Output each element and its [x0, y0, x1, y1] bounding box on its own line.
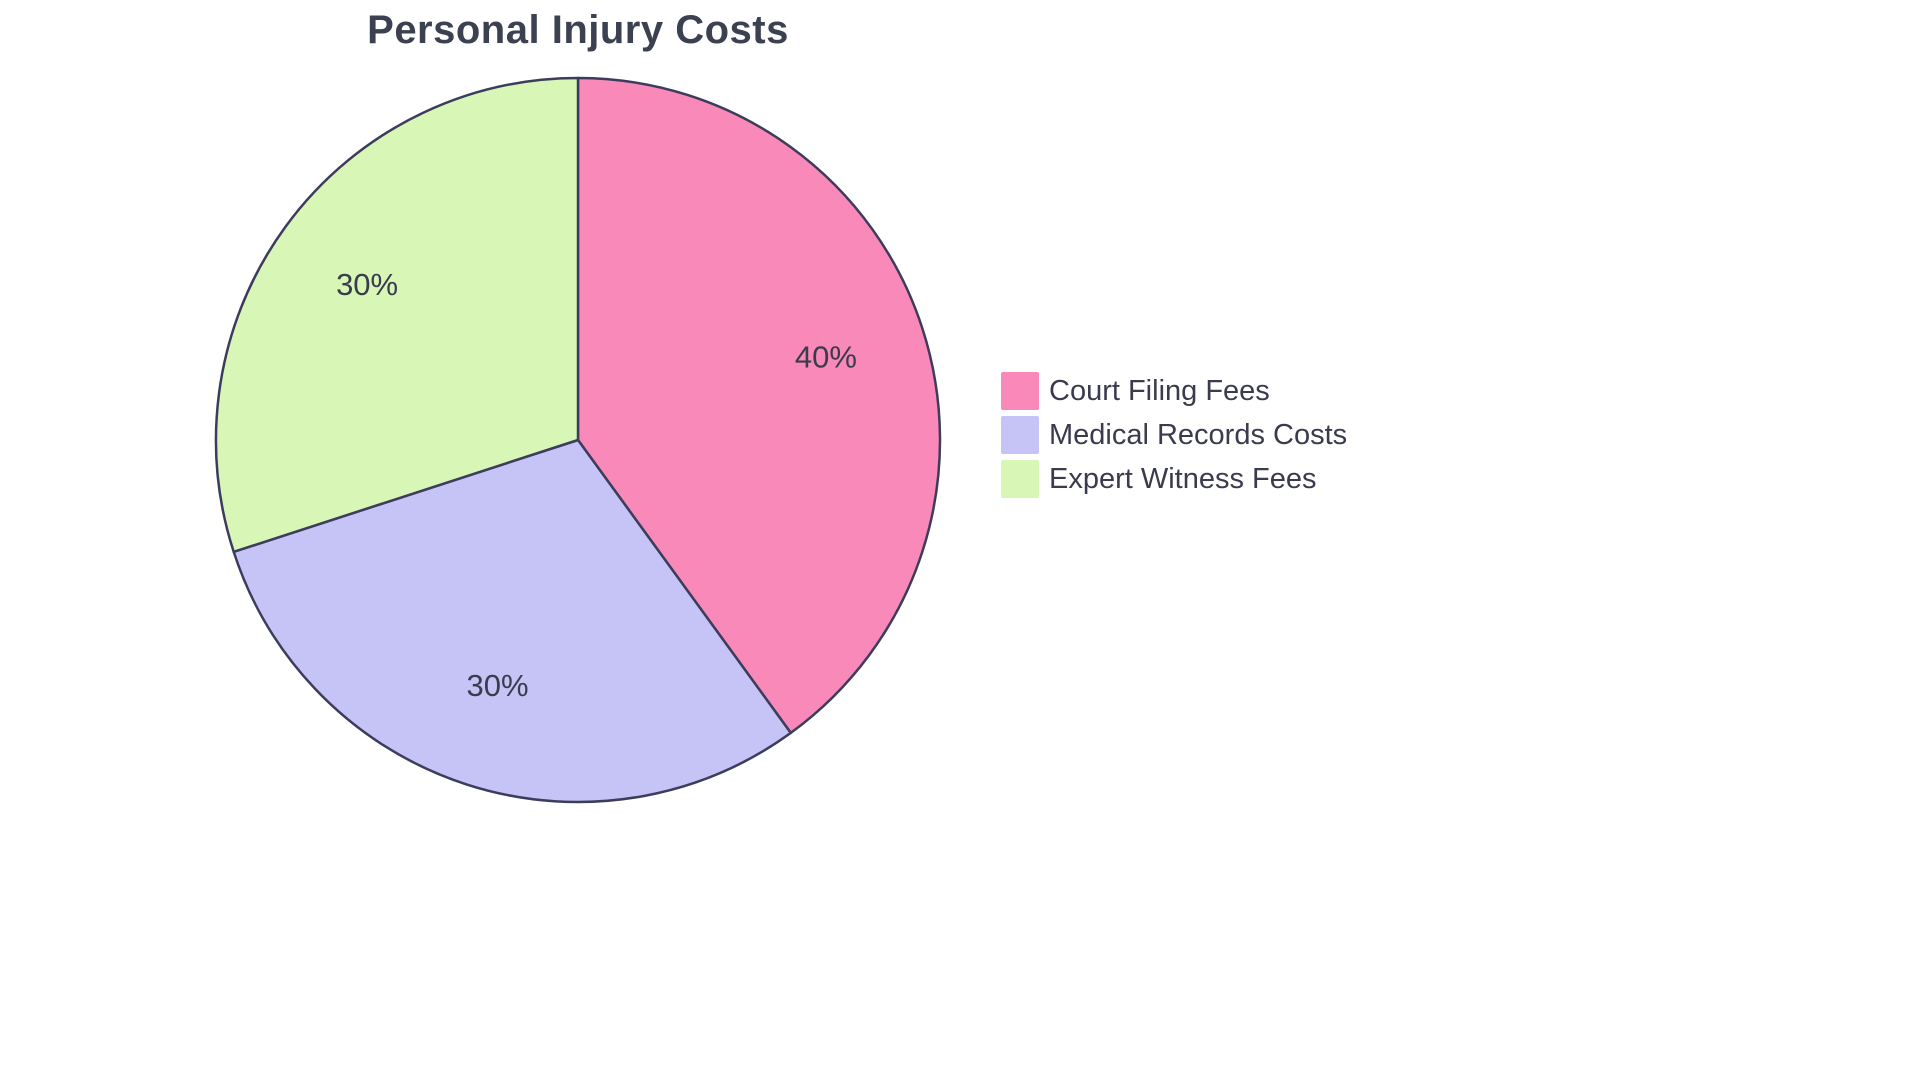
slice-percent-label: 40% — [795, 340, 857, 375]
legend-item: Medical Records Costs — [1001, 416, 1347, 454]
legend-item: Expert Witness Fees — [1001, 460, 1347, 498]
chart-title: Personal Injury Costs — [367, 8, 789, 52]
slice-percent-label: 30% — [336, 267, 398, 302]
pie-slice-court-filing-fees — [576, 76, 942, 735]
slice-percent-label: 30% — [466, 668, 528, 703]
legend-swatch — [1001, 416, 1039, 454]
chart-legend: Court Filing Fees Medical Records Costs Ex… — [1001, 372, 1347, 498]
legend-label: Medical Records Costs — [1049, 418, 1348, 451]
legend-swatch — [1001, 372, 1039, 410]
legend-label: Court Filing Fees — [1049, 374, 1270, 407]
legend-label: Expert Witness Fees — [1049, 462, 1317, 495]
pie-slice-medical-records-costs — [232, 438, 793, 804]
legend-item: Court Filing Fees — [1001, 372, 1347, 410]
pie-slice-expert-witness-fees — [214, 76, 580, 554]
legend-swatch — [1001, 460, 1039, 498]
